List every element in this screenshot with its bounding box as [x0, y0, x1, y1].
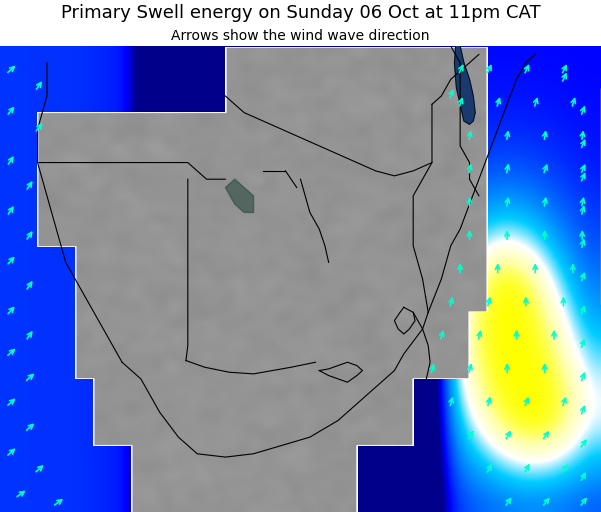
Polygon shape — [225, 179, 254, 212]
Text: Arrows show the wind wave direction: Arrows show the wind wave direction — [171, 29, 430, 43]
Polygon shape — [454, 38, 475, 124]
Text: Primary Swell energy on Sunday 06 Oct at 11pm CAT: Primary Swell energy on Sunday 06 Oct at… — [61, 4, 540, 22]
